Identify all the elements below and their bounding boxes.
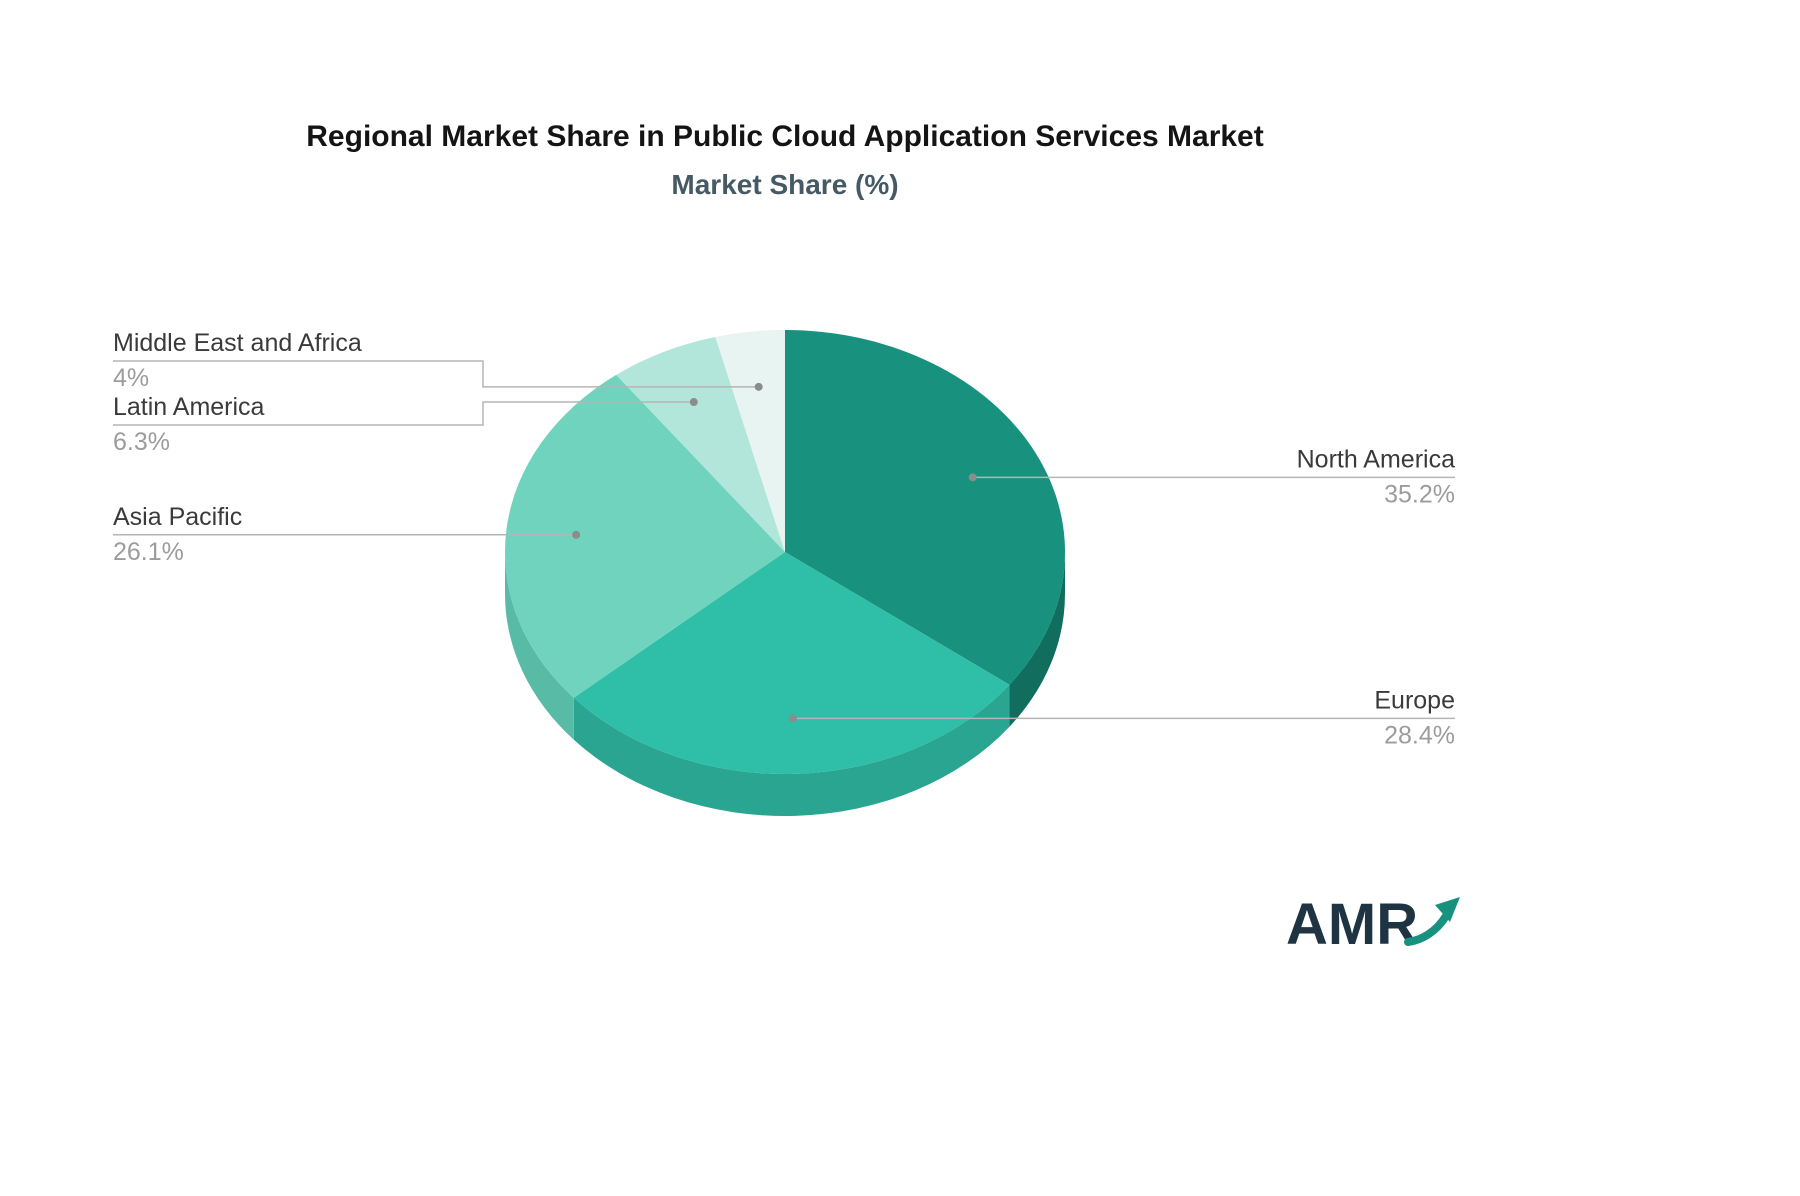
slice-label-north-america: North America bbox=[1297, 445, 1455, 473]
slice-value-latin-america: 6.3% bbox=[113, 428, 170, 456]
slice-label-europe: Europe bbox=[1374, 686, 1455, 714]
slice-value-asia-pacific: 26.1% bbox=[113, 538, 184, 566]
leader-line-latin-america bbox=[113, 401, 694, 426]
amr-logo: AMR bbox=[1286, 896, 1462, 954]
pie-slice-latin-america[interactable] bbox=[616, 336, 785, 552]
slice-value-north-america: 35.2% bbox=[1384, 480, 1455, 508]
leader-dot-middle-east-and-africa bbox=[754, 382, 763, 391]
chart-subtitle: Market Share (%) bbox=[671, 169, 899, 200]
leader-dot-asia-pacific bbox=[572, 530, 581, 539]
slice-label-asia-pacific: Asia Pacific bbox=[113, 503, 242, 531]
leader-dot-latin-america bbox=[689, 398, 698, 407]
amr-logo-arrow-icon bbox=[1404, 897, 1461, 946]
pie-slice-side-north-america bbox=[1009, 552, 1065, 727]
slice-label-middle-east-and-africa: Middle East and Africa bbox=[113, 329, 362, 357]
pie-slice-side-asia-pacific bbox=[505, 552, 574, 740]
slice-value-europe: 28.4% bbox=[1384, 721, 1455, 749]
slice-value-middle-east-and-africa: 4% bbox=[113, 364, 149, 392]
leader-line-middle-east-and-africa bbox=[113, 360, 759, 388]
chart-title: Regional Market Share in Public Cloud Ap… bbox=[306, 120, 1264, 153]
pie-slice-middle-east-and-africa[interactable] bbox=[715, 330, 785, 552]
slice-label-latin-america: Latin America bbox=[113, 393, 265, 421]
pie-slice-north-america[interactable] bbox=[785, 330, 1066, 685]
leader-dot-europe bbox=[788, 714, 797, 723]
amr-logo-text: AMR bbox=[1286, 892, 1419, 957]
pie-slice-side-europe bbox=[573, 684, 1010, 816]
pie-slice-asia-pacific[interactable] bbox=[505, 374, 785, 698]
leader-dot-north-america bbox=[968, 473, 977, 482]
